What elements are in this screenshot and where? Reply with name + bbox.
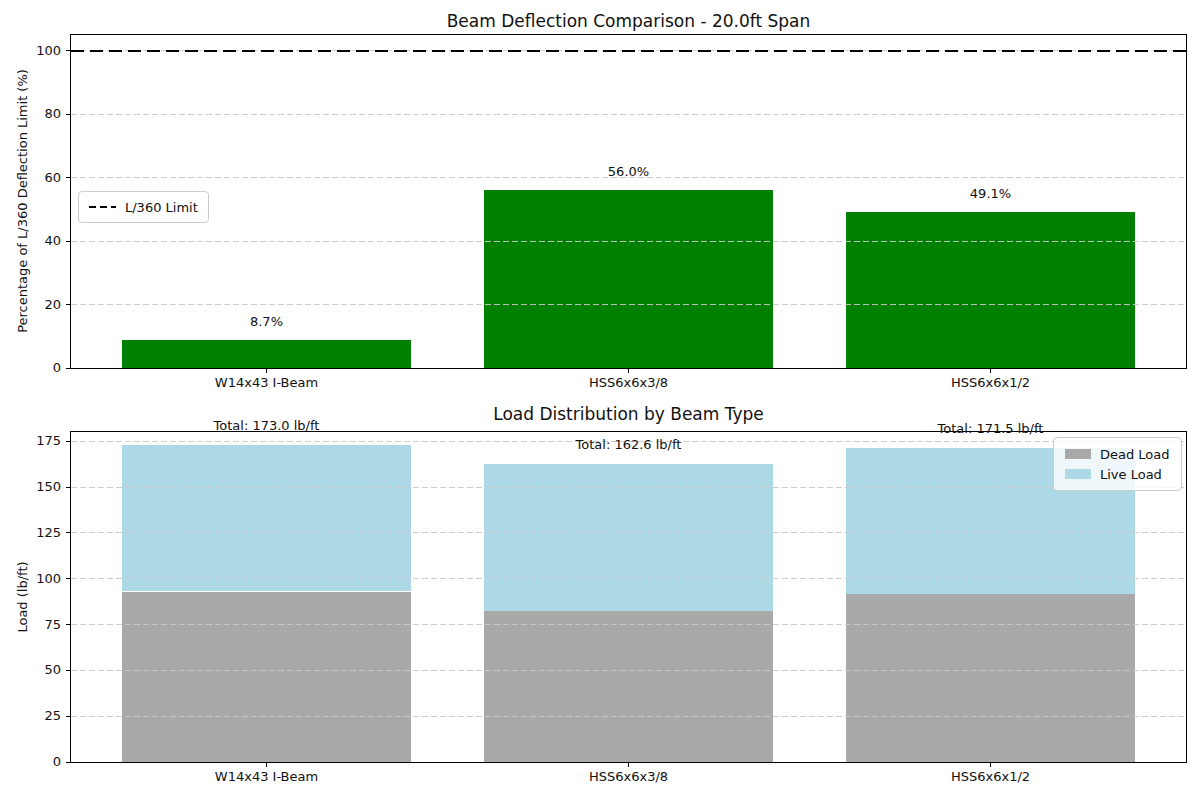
y-tick-mark xyxy=(66,368,71,369)
x-tick-mark xyxy=(266,368,267,373)
load-legend: Dead Load Live Load xyxy=(1053,437,1182,491)
y-tick-label: 150 xyxy=(9,479,61,495)
live-load-swatch-icon xyxy=(1065,469,1091,479)
y-tick-mark xyxy=(66,304,71,305)
legend-label-l360-limit: L/360 Limit xyxy=(125,200,198,215)
y-tick-mark xyxy=(66,177,71,178)
y-tick-label: 25 xyxy=(9,708,61,724)
legend-label-live-load: Live Load xyxy=(1100,467,1162,482)
y-tick-label: 20 xyxy=(9,297,61,313)
legend-label-dead-load: Dead Load xyxy=(1100,447,1170,462)
x-tick-label-2: HSS6x6x3/8 xyxy=(519,769,739,785)
y-tick-mark xyxy=(66,441,71,442)
x-tick-mark xyxy=(628,368,629,373)
y-tick-label: 175 xyxy=(9,433,61,449)
y-tick-mark xyxy=(66,716,71,717)
y-tick-mark xyxy=(66,578,71,579)
x-tick-label-3: HSS6x6x1/2 xyxy=(881,375,1101,391)
y-tick-mark xyxy=(66,50,71,51)
y-tick-mark xyxy=(66,624,71,625)
plot-frame-2 xyxy=(70,431,1187,763)
x-tick-mark xyxy=(628,762,629,767)
x-tick-label-1: W14x43 I-Beam xyxy=(156,375,376,391)
x-tick-label-2: HSS6x6x3/8 xyxy=(519,375,739,391)
bar-annotation-3: 49.1% xyxy=(881,186,1101,202)
y-tick-label: 100 xyxy=(9,571,61,587)
dead-load-swatch-icon xyxy=(1065,449,1091,459)
y-tick-mark xyxy=(66,670,71,671)
y-tick-label: 40 xyxy=(9,233,61,249)
bar-annotation-1: Total: 173.0 lb/ft xyxy=(156,418,376,434)
legend-entry-live-load: Live Load xyxy=(1065,464,1170,484)
y-tick-label: 0 xyxy=(9,360,61,376)
deflection-limit-legend: L/360 Limit xyxy=(78,191,209,223)
y-tick-label: 100 xyxy=(9,43,61,59)
y-tick-label: 60 xyxy=(9,170,61,186)
y-tick-mark xyxy=(66,487,71,488)
y-tick-mark xyxy=(66,114,71,115)
bar-annotation-2: 56.0% xyxy=(519,164,739,180)
y-tick-mark xyxy=(66,762,71,763)
deflection-chart-title: Beam Deflection Comparison - 20.0ft Span xyxy=(71,11,1186,31)
x-tick-label-1: W14x43 I-Beam xyxy=(156,769,376,785)
y-tick-label: 80 xyxy=(9,106,61,122)
legend-entry-dead-load: Dead Load xyxy=(1065,444,1170,464)
y-tick-label: 50 xyxy=(9,662,61,678)
legend-entry-l360-limit: L/360 Limit xyxy=(89,197,198,217)
x-tick-label-3: HSS6x6x1/2 xyxy=(881,769,1101,785)
y-tick-label: 125 xyxy=(9,525,61,541)
bar-annotation-3: Total: 171.5 lb/ft xyxy=(881,421,1101,437)
bar-annotation-2: Total: 162.6 lb/ft xyxy=(519,437,739,453)
y-tick-mark xyxy=(66,241,71,242)
x-tick-mark xyxy=(266,762,267,767)
y-tick-label: 75 xyxy=(9,617,61,633)
y-tick-mark xyxy=(66,532,71,533)
bar-annotation-1: 8.7% xyxy=(156,314,376,330)
y-tick-label: 0 xyxy=(9,754,61,770)
figure: Beam Deflection Comparison - 20.0ft Span… xyxy=(0,0,1200,800)
x-tick-mark xyxy=(990,368,991,373)
dashed-line-swatch-icon xyxy=(89,206,116,208)
x-tick-mark xyxy=(990,762,991,767)
